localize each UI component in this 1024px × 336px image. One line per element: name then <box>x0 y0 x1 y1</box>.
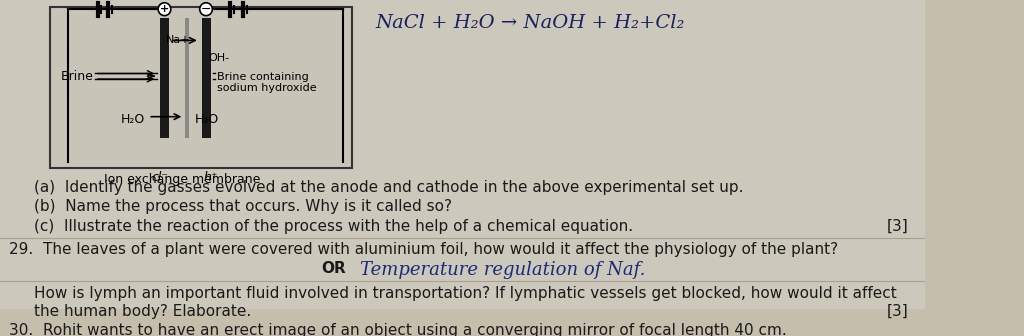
Text: sodium hydroxide: sodium hydroxide <box>217 83 316 93</box>
Text: [3]: [3] <box>887 304 908 319</box>
Text: Brine: Brine <box>60 70 93 83</box>
Text: cl⁻: cl⁻ <box>152 171 169 184</box>
Text: (a)  Identify the gasses evolved at the anode and cathode in the above experimen: (a) Identify the gasses evolved at the a… <box>35 180 743 195</box>
Bar <box>202 18 211 138</box>
Circle shape <box>158 3 171 15</box>
Bar <box>185 18 188 138</box>
Text: H₂O: H₂O <box>121 113 145 126</box>
Circle shape <box>200 3 212 15</box>
Text: (c)  Illustrate the reaction of the process with the help of a chemical equation: (c) Illustrate the reaction of the proce… <box>35 219 634 234</box>
Text: (b)  Name the process that occurs. Why is it called so?: (b) Name the process that occurs. Why is… <box>35 199 453 214</box>
Bar <box>50 7 352 168</box>
Text: 29.  The leaves of a plant were covered with aluminium foil, how would it affect: 29. The leaves of a plant were covered w… <box>9 242 839 257</box>
Text: H₂O: H₂O <box>195 113 218 126</box>
Text: h⁺: h⁺ <box>204 171 218 184</box>
Text: 30.  Rohit wants to have an erect image of an object using a converging mirror o: 30. Rohit wants to have an erect image o… <box>9 323 786 336</box>
Text: OR: OR <box>321 261 345 276</box>
Text: Ion exchange membrane: Ion exchange membrane <box>104 173 261 186</box>
Text: Brine containing: Brine containing <box>217 72 308 82</box>
Bar <box>160 18 169 138</box>
Text: −: − <box>201 3 211 16</box>
Text: OH-: OH- <box>209 53 229 63</box>
Text: +: + <box>160 4 169 14</box>
Text: Na+: Na+ <box>166 35 190 45</box>
Text: NaCl + H₂O → NaOH + H₂+Cl₂: NaCl + H₂O → NaOH + H₂+Cl₂ <box>375 14 684 32</box>
Text: Temperature regulation of Naf.: Temperature regulation of Naf. <box>359 261 645 279</box>
Text: How is lymph an important fluid involved in transportation? If lymphatic vessels: How is lymph an important fluid involved… <box>35 286 897 301</box>
Text: the human body? Elaborate.: the human body? Elaborate. <box>35 304 252 319</box>
Text: [3]: [3] <box>887 219 908 234</box>
